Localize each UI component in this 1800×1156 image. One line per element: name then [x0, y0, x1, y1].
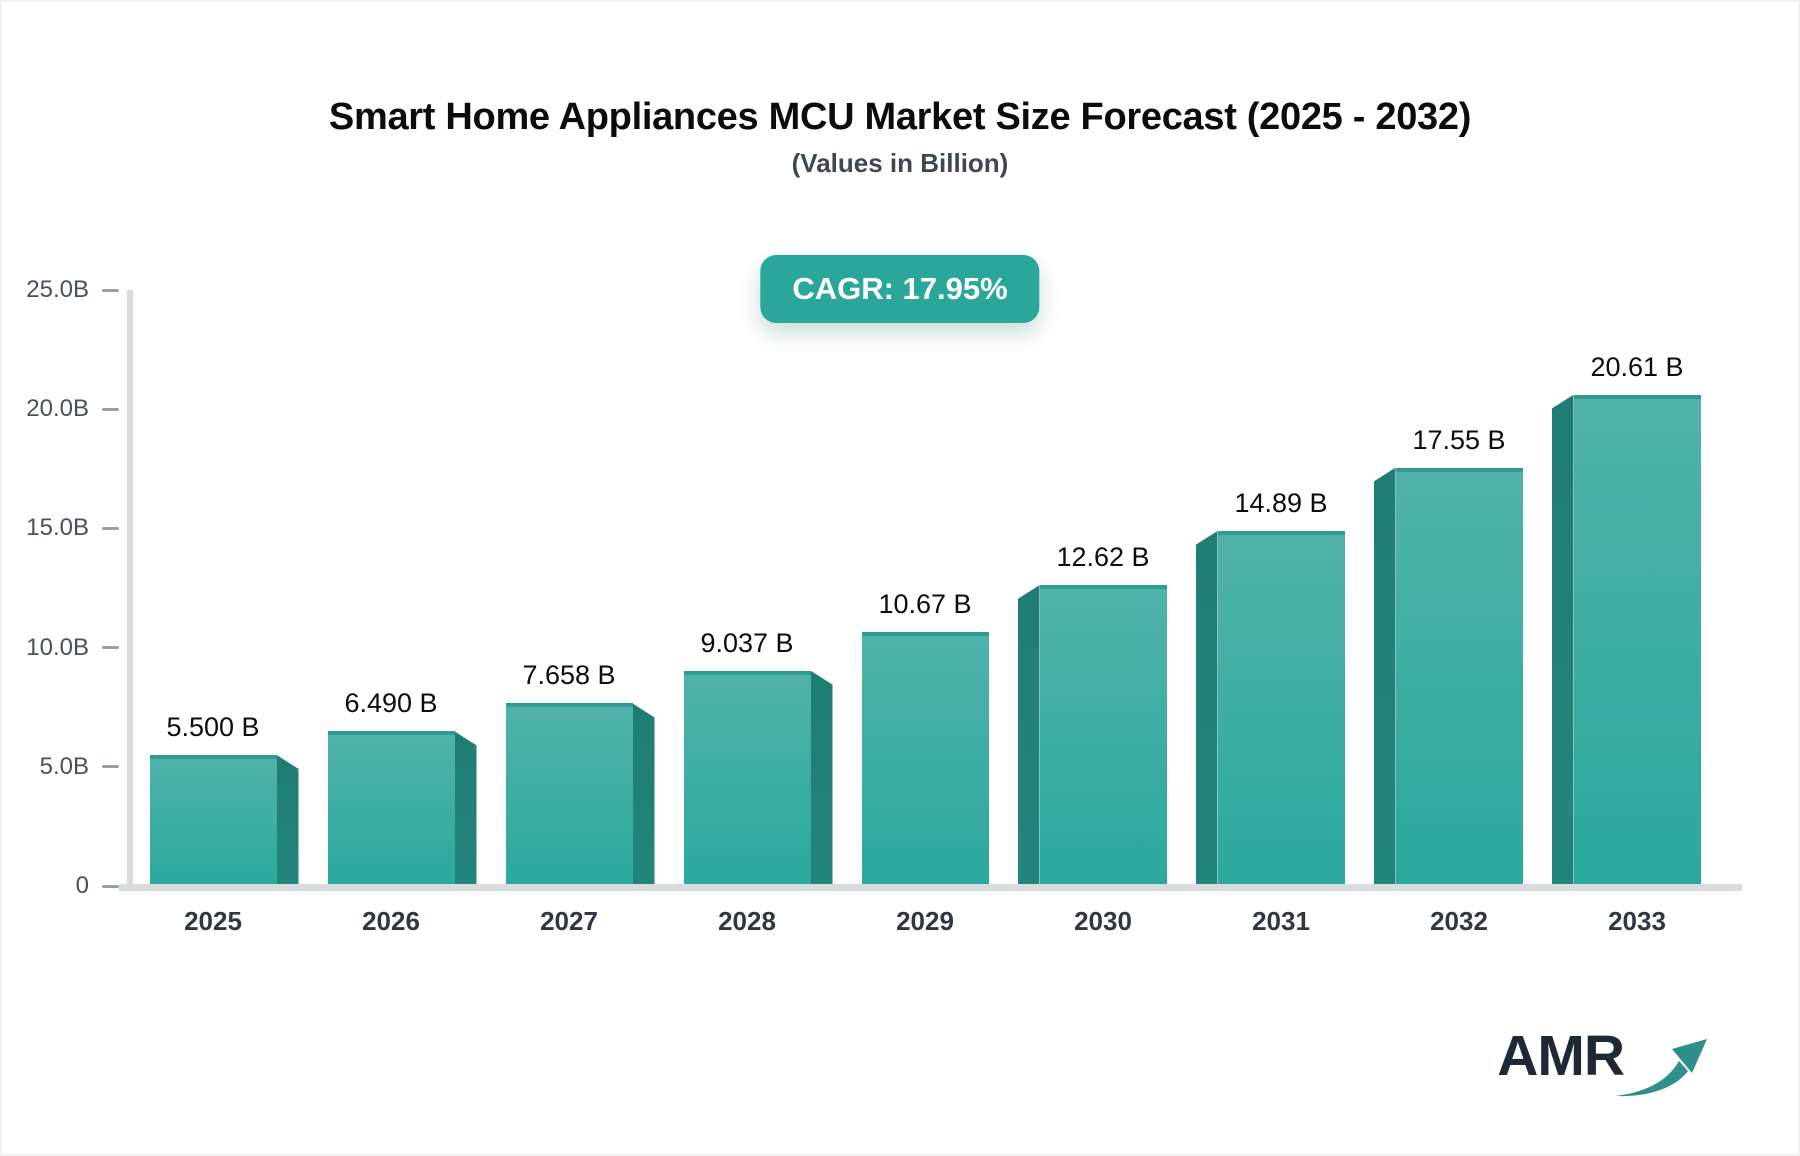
bar-2026	[327, 731, 455, 886]
bar-slot-2025: 5.500 B	[124, 290, 302, 886]
y-tick-mark	[102, 884, 119, 888]
bar-2029	[861, 631, 989, 886]
bar-value-label: 14.89 B	[1234, 488, 1328, 518]
y-tick: 10.0B	[26, 634, 119, 662]
bar-value-label: 7.658 B	[522, 660, 616, 691]
bar-value-label: 6.490 B	[344, 688, 438, 719]
bar-slot-2030: 12.62 B	[1014, 290, 1192, 886]
bar-value-label: 10.67 B	[878, 588, 972, 619]
bar-slot-2028: 9.037 B	[658, 290, 836, 886]
y-tick-label: 10.0B	[26, 633, 89, 661]
chart-subtitle: (Values in Billion)	[791, 148, 1009, 178]
bar-slot-2027: 7.658 B	[480, 290, 658, 886]
bar-value-label: 9.037 B	[700, 627, 794, 658]
chart-title: Smart Home Appliances MCU Market Size Fo…	[328, 96, 1472, 138]
y-tick-label: 0	[75, 872, 89, 899]
bar-chart: 5.500 B 6.490 B 7.658 B 9.037 B 10.67 B 12.62…	[124, 290, 1726, 886]
y-tick: 0	[76, 872, 119, 900]
y-tick-mark	[102, 407, 119, 411]
y-tick: 20.0B	[26, 395, 119, 423]
y-tick: 15.0B	[26, 514, 119, 542]
bar-slot-2026: 6.490 B	[302, 290, 480, 886]
bar-2027	[505, 703, 633, 886]
x-axis-label-2025: 2025	[184, 906, 242, 936]
x-axis-label-2029: 2029	[896, 906, 954, 936]
y-tick-label: 25.0B	[26, 276, 89, 303]
bar-slot-2032: 17.55 B	[1370, 290, 1548, 886]
x-axis-labels: 2025 2026 2027 2028 2029 2030 2031 2032 2033	[124, 906, 1726, 937]
bar-value-label: 12.62 B	[1056, 542, 1150, 573]
amr-logo: AMR	[1497, 1028, 1712, 1102]
y-tick-label: 5.0B	[39, 752, 89, 780]
y-axis: 25.0B 20.0B 15.0B 10.0B 5.0B 0	[0, 276, 119, 899]
y-tick-mark	[102, 765, 119, 769]
bar-slot-2029: 10.67 B	[836, 290, 1014, 886]
x-axis-label-2031: 2031	[1252, 906, 1310, 936]
bar-2030	[1039, 585, 1167, 886]
x-axis-label-2032: 2032	[1430, 906, 1488, 936]
bar-2025	[149, 754, 277, 886]
cagr-badge: CAGR: 17.95%	[760, 255, 1040, 323]
y-tick: 25.0B	[26, 276, 119, 304]
bar-2028	[683, 670, 811, 886]
x-axis-label-2033: 2033	[1608, 906, 1666, 936]
x-axis-label-2026: 2026	[362, 906, 420, 936]
trend-up-arrow-icon	[1615, 1039, 1707, 1097]
y-tick-label: 15.0B	[26, 514, 89, 542]
y-axis-line	[127, 290, 133, 886]
bar-value-label: 20.61 B	[1590, 351, 1684, 382]
amr-logo-text: AMR	[1497, 1024, 1625, 1088]
bar-2033	[1573, 394, 1701, 886]
y-tick-mark	[102, 288, 119, 292]
y-tick-label: 20.0B	[26, 395, 89, 423]
x-axis-label-2027: 2027	[540, 906, 598, 936]
bar-slot-2031: 14.89 B	[1192, 290, 1370, 886]
bar-2031	[1217, 531, 1345, 886]
y-tick-mark	[102, 646, 119, 650]
x-axis-line	[119, 884, 1742, 891]
bar-value-label: 17.55 B	[1412, 424, 1506, 455]
x-axis-label-2030: 2030	[1074, 906, 1132, 936]
bar-2032	[1395, 467, 1523, 886]
y-tick-mark	[102, 526, 119, 530]
y-tick: 5.0B	[40, 753, 119, 781]
bar-slot-2033: 20.61 B	[1548, 290, 1726, 886]
bar-value-label: 5.500 B	[166, 711, 260, 742]
x-axis-label-2028: 2028	[718, 906, 776, 936]
